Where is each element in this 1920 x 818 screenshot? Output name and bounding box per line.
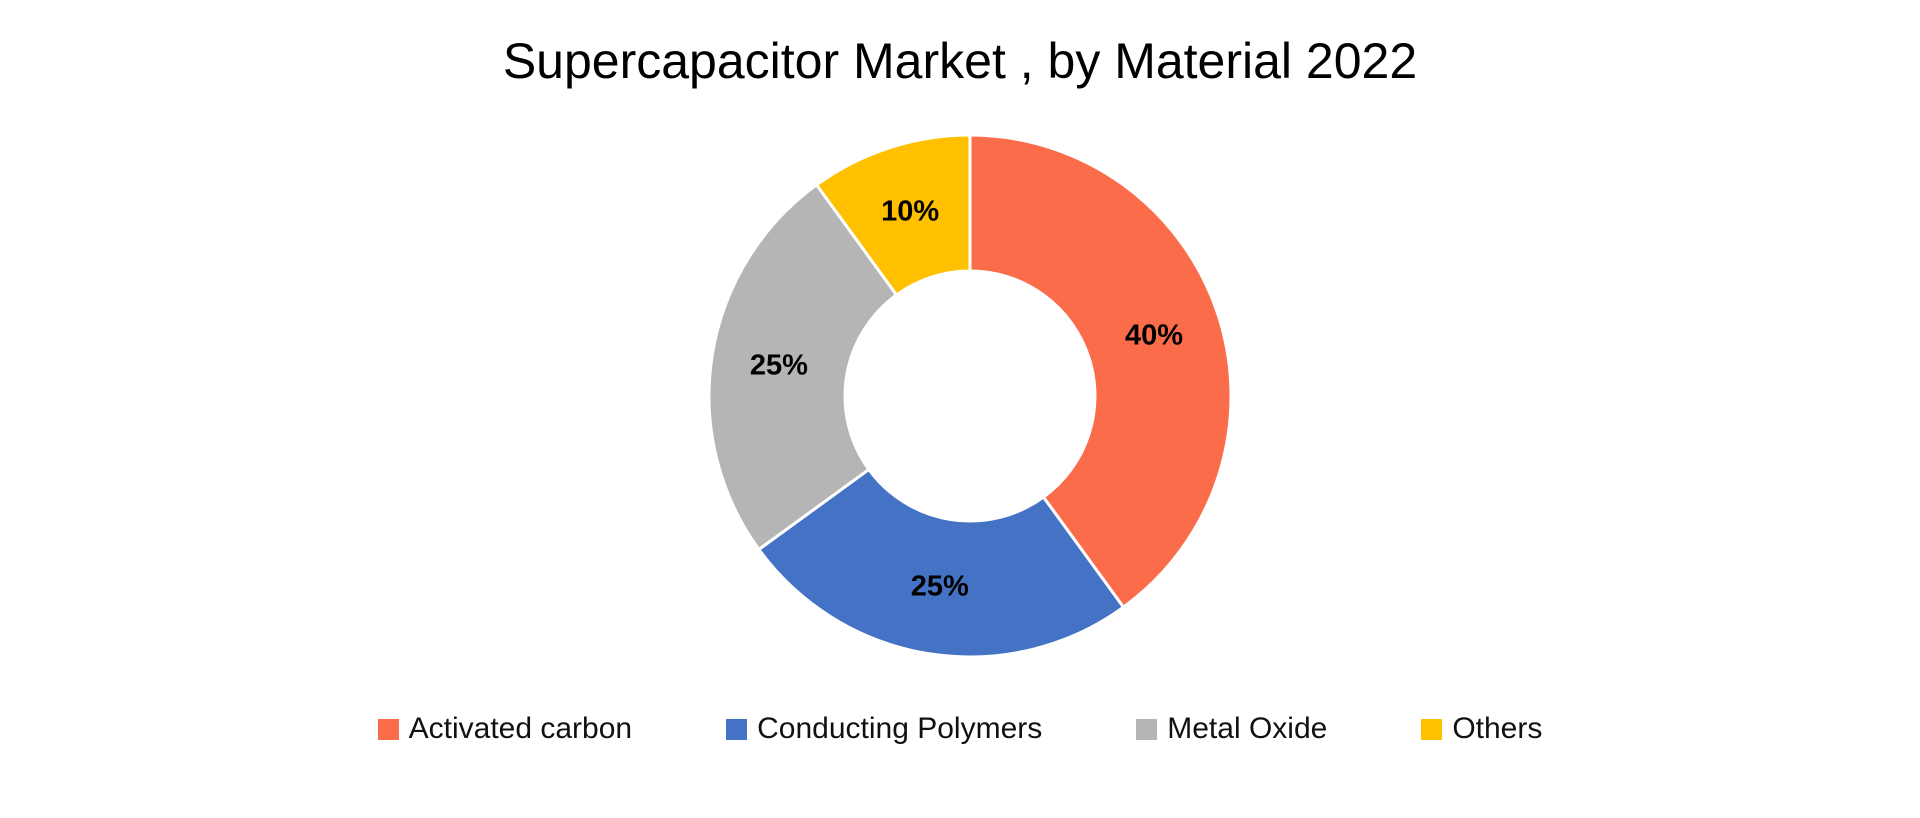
slice-label-others: 10% (881, 195, 940, 228)
donut-slice-metal-oxide[interactable] (707, 183, 899, 551)
donut-slice-conducting-polymers[interactable] (757, 467, 1125, 659)
donut-slice-activated-carbon[interactable] (968, 133, 1233, 609)
donut-slice-others[interactable] (815, 133, 972, 297)
legend-label: Others (1452, 712, 1543, 745)
legend-label: Activated carbon (408, 712, 633, 745)
legend-swatch-icon (1421, 718, 1443, 740)
legend-label: Conducting Polymers (757, 712, 1043, 745)
slice-label-conducting-polymers: 25% (910, 570, 969, 603)
legend-item-activated-carbon[interactable]: Activated carbon (377, 712, 633, 746)
legend-swatch-icon (726, 718, 748, 740)
legend-item-others[interactable]: Others (1421, 712, 1542, 746)
legend-label: Metal Oxide (1167, 712, 1328, 745)
legend-item-conducting-polymers[interactable]: Conducting Polymers (726, 712, 1042, 746)
chart-title: Supercapacitor Market , by Material 2022 (502, 33, 1418, 89)
legend-swatch-icon (1136, 718, 1158, 740)
slice-label-activated-carbon: 40% (1124, 319, 1184, 352)
slice-label-metal-oxide: 25% (749, 349, 808, 382)
donut-slices (707, 133, 1233, 659)
chart-legend: Activated carbon Conducting Polymers Met… (0, 712, 1920, 746)
legend-item-metal-oxide[interactable]: Metal Oxide (1136, 712, 1327, 746)
legend-swatch-icon (377, 718, 399, 740)
